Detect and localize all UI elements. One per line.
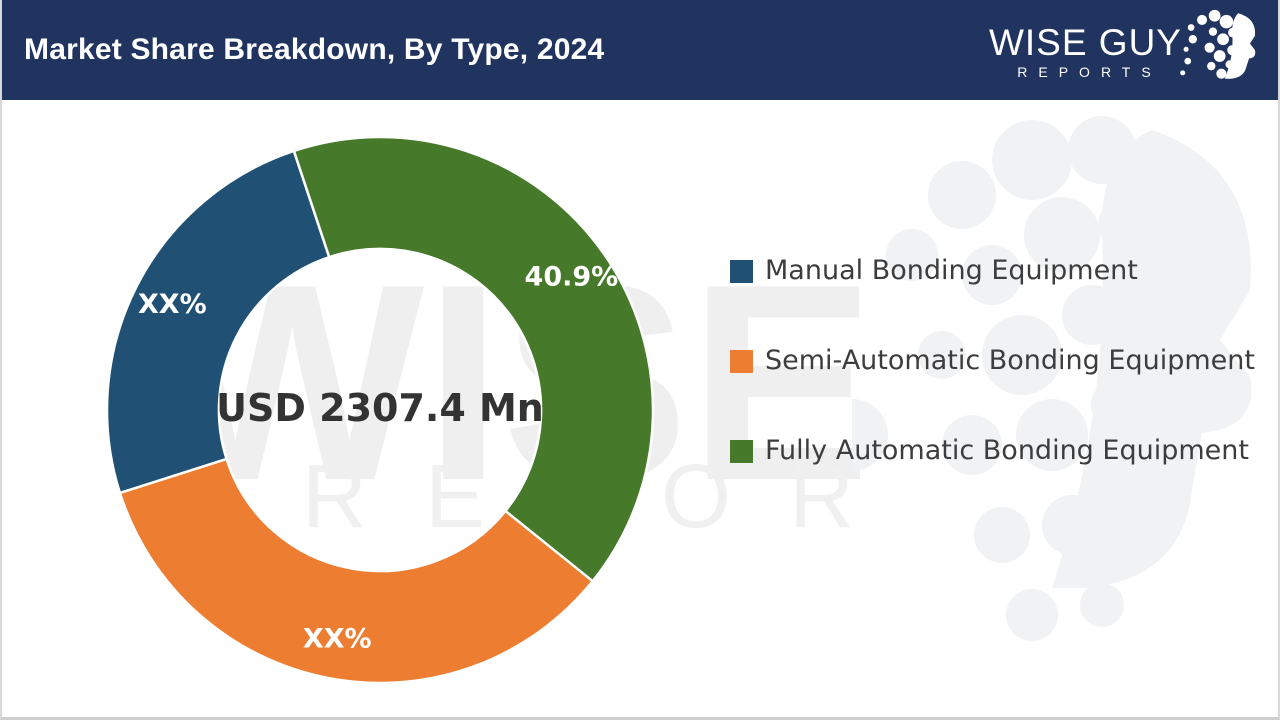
- wiseguy-logo-text: WISE GUY REPORTS: [989, 22, 1182, 81]
- slice-label-1: XX%: [303, 624, 372, 655]
- center-value-label: USD 2307.4 Mn: [216, 386, 544, 430]
- legend-item-manual: Manual Bonding Equipment: [730, 248, 1255, 294]
- legend-label-manual: Manual Bonding Equipment: [765, 255, 1138, 287]
- logo-reports-label: REPORTS: [1017, 64, 1162, 81]
- page-title: Market Share Breakdown, By Type, 2024: [24, 33, 605, 66]
- donut-slice-0: [292, 135, 655, 583]
- watermark-face-icon: [852, 116, 1252, 641]
- legend-swatch-manual: [730, 259, 753, 283]
- legend-swatch-semi-automatic: [730, 349, 753, 373]
- legend-label-semi-automatic: Semi-Automatic Bonding Equipment: [765, 345, 1255, 377]
- wiseguy-logo: WISE GUY REPORTS: [989, 6, 1260, 96]
- legend-item-semi-automatic: Semi-Automatic Bonding Equipment: [730, 338, 1255, 384]
- legend-label-fully-automatic: Fully Automatic Bonding Equipment: [765, 435, 1249, 467]
- legend-swatch-fully-automatic: [730, 439, 753, 463]
- header: Market Share Breakdown, By Type, 2024 WI…: [2, 0, 1278, 100]
- donut-slice-2: [105, 149, 331, 495]
- logo-wiseguy-label: WISE GUY: [988, 21, 1182, 63]
- slice-label-0: 40.9%: [525, 262, 619, 293]
- donut-chart: 40.9% XX% XX%: [105, 135, 655, 685]
- donut-slice-1: [118, 457, 594, 685]
- legend-item-fully-automatic: Fully Automatic Bonding Equipment: [730, 428, 1255, 474]
- logo-face-icon: [1180, 9, 1256, 79]
- slice-label-2: XX%: [138, 289, 207, 320]
- legend: Manual Bonding Equipment Semi-Automatic …: [730, 248, 1255, 518]
